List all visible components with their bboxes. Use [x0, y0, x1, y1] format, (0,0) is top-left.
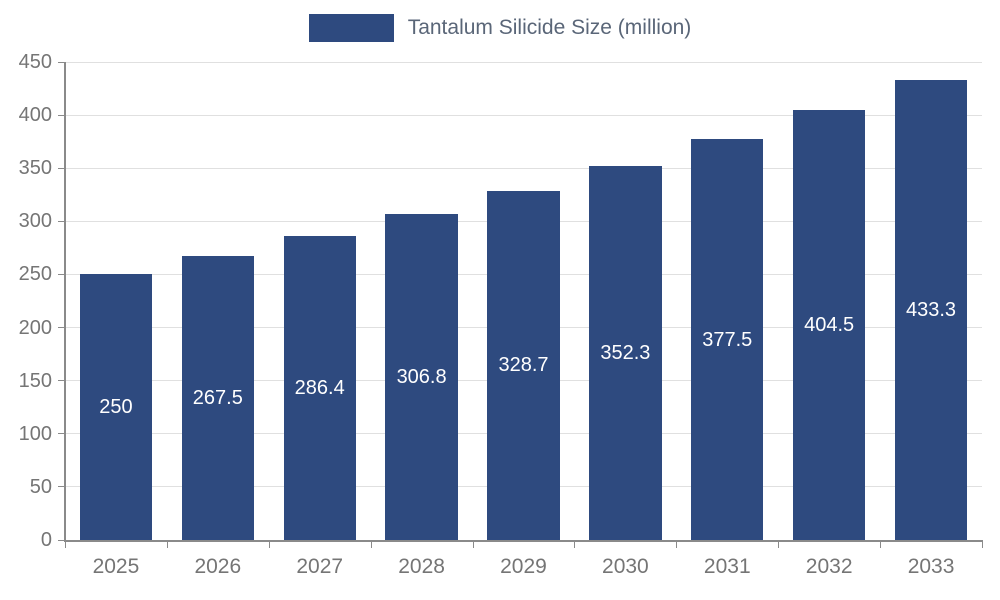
y-axis-tick-label: 100 — [18, 422, 52, 445]
bar — [894, 79, 968, 540]
bar-value-label: 286.4 — [294, 376, 345, 399]
bar — [691, 139, 764, 540]
gridline — [65, 61, 982, 63]
bar-value-label: 328.7 — [498, 354, 549, 377]
bar-value-label: 267.5 — [192, 386, 243, 409]
x-axis-tick — [982, 541, 983, 548]
bar-value-label: 250 — [99, 396, 133, 419]
legend-label: Tantalum Silicide Size (million) — [407, 16, 692, 39]
x-axis-tick — [268, 541, 270, 548]
y-axis-tick — [58, 61, 65, 63]
x-axis-tick-label: 2028 — [398, 555, 445, 578]
y-axis-tick — [58, 486, 65, 488]
x-axis-tick-label: 2029 — [500, 555, 547, 578]
y-axis-tick — [58, 433, 65, 435]
y-axis-tick-label: 300 — [18, 210, 52, 233]
bar — [181, 255, 254, 540]
y-axis-tick-label: 350 — [18, 157, 52, 180]
gridline — [65, 114, 982, 116]
y-axis-tick — [58, 327, 65, 329]
x-axis-tick — [370, 541, 372, 548]
y-axis-tick — [58, 273, 65, 275]
y-axis-tick — [58, 114, 65, 116]
bar — [589, 165, 662, 540]
x-axis-line — [64, 540, 983, 542]
bar-value-label: 433.3 — [906, 298, 957, 321]
x-axis-tick — [65, 541, 66, 548]
x-axis-tick-label: 2033 — [907, 555, 955, 578]
bar — [283, 235, 356, 540]
bar-value-label: 377.5 — [702, 328, 753, 351]
bar — [79, 274, 153, 540]
gridline — [65, 167, 982, 169]
x-axis-tick-label: 2026 — [194, 555, 242, 578]
x-axis-tick — [676, 541, 678, 548]
x-axis-tick-label: 2025 — [92, 555, 140, 578]
x-axis-tick-label: 2027 — [296, 555, 344, 578]
bar — [487, 190, 560, 540]
legend[interactable]: Tantalum Silicide Size (million) — [0, 14, 1000, 42]
x-axis-tick — [472, 541, 474, 548]
y-axis-tick-label: 50 — [29, 475, 52, 498]
x-axis-tick-label: 2031 — [703, 555, 751, 578]
y-axis-tick-label: 150 — [18, 369, 52, 392]
bar-value-label: 404.5 — [804, 314, 855, 337]
y-axis-tick — [58, 167, 65, 169]
y-axis-tick-label: 450 — [18, 51, 52, 73]
x-axis-tick-label: 2030 — [602, 555, 649, 578]
y-axis-tick-label: 200 — [18, 316, 52, 339]
bar — [385, 214, 458, 540]
x-axis-tick — [880, 541, 882, 548]
x-axis-tick — [574, 541, 576, 548]
y-axis-tick — [58, 380, 65, 382]
x-axis-tick — [166, 541, 168, 548]
legend-swatch-icon — [308, 14, 394, 42]
y-axis-tick-label: 400 — [18, 104, 52, 127]
y-axis-tick-label: 0 — [40, 529, 52, 551]
y-axis-tick — [58, 220, 65, 222]
y-axis-line — [64, 62, 66, 541]
bar-value-label: 352.3 — [600, 341, 651, 364]
x-axis-tick-label: 2032 — [805, 555, 853, 578]
y-axis-tick-label: 250 — [18, 263, 52, 286]
x-axis-tick — [778, 541, 780, 548]
bar-value-label: 306.8 — [396, 366, 447, 389]
bar — [792, 110, 866, 540]
y-axis-tick — [58, 539, 65, 541]
